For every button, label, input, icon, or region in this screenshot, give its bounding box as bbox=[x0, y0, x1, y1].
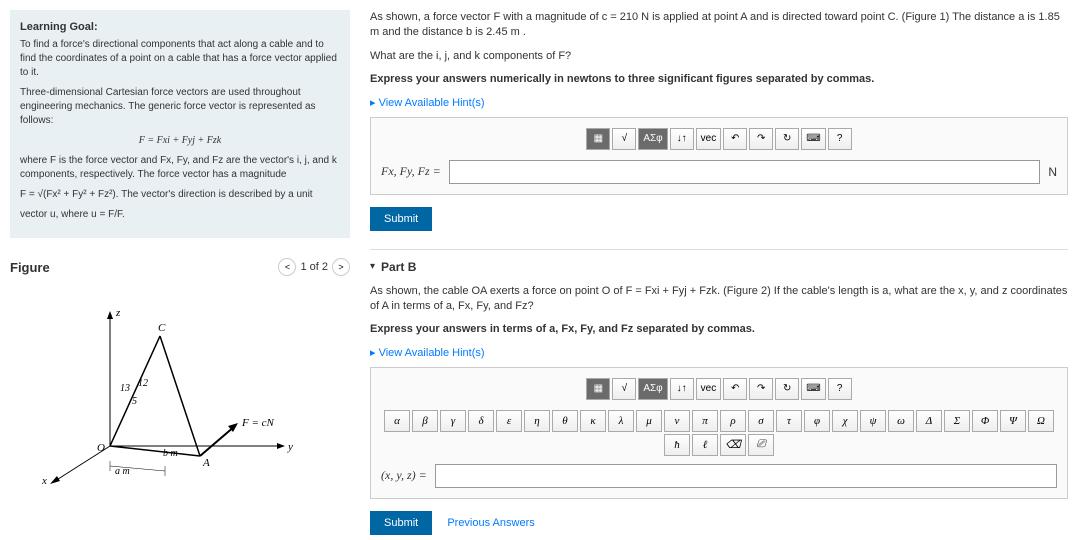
greek-btn[interactable]: λ bbox=[608, 410, 634, 432]
learning-formula-2: F = √(Fx² + Fy² + Fz²). The vector's dir… bbox=[20, 188, 340, 202]
part-a-intro: As shown, a force vector F with a magnit… bbox=[370, 10, 1068, 41]
greek-btn[interactable]: ħ bbox=[664, 434, 690, 456]
dist-12: 12 bbox=[138, 378, 148, 389]
learning-goal-title: Learning Goal: bbox=[20, 20, 340, 35]
dist-5: 5 bbox=[132, 396, 137, 407]
learning-goal-p2: Three-dimensional Cartesian force vector… bbox=[20, 86, 340, 128]
greek-btn[interactable]: μ bbox=[636, 410, 662, 432]
learning-goal-p3: where F is the force vector and Fx, Fy, … bbox=[20, 154, 340, 182]
greek-palette: α β γ δ ε η θ κ λ μ ν π ρ σ τ φ χ ψ ω Δ bbox=[381, 410, 1057, 456]
figure-prev-button[interactable]: < bbox=[278, 258, 296, 276]
greek-btn[interactable]: Ψ bbox=[1000, 410, 1026, 432]
part-b-instruct: Express your answers in terms of a, Fx, … bbox=[370, 322, 1068, 337]
part-a-unit: N bbox=[1048, 165, 1057, 179]
point-o-label: O bbox=[97, 442, 105, 454]
tb2-redo-button[interactable]: ↷ bbox=[749, 378, 773, 400]
learning-formula-1: F = Fxi + Fyj + Fzk bbox=[20, 134, 340, 148]
tb-greek-button[interactable]: ΑΣφ bbox=[638, 128, 667, 150]
tb2-sqrt-button[interactable]: √ bbox=[612, 378, 636, 400]
greek-btn[interactable]: τ bbox=[776, 410, 802, 432]
tb-help-button[interactable]: ? bbox=[828, 128, 852, 150]
force-label: F = cN bbox=[241, 417, 275, 429]
greek-btn[interactable]: β bbox=[412, 410, 438, 432]
tb-undo-button[interactable]: ↶ bbox=[723, 128, 747, 150]
learning-goal-p1: To find a force's directional components… bbox=[20, 38, 340, 80]
part-b-hint-link[interactable]: View Available Hint(s) bbox=[370, 346, 1068, 359]
greek-backspace-button[interactable]: ⌫ bbox=[720, 434, 746, 456]
part-b-input-label: (x, y, z) = bbox=[381, 468, 427, 483]
tb2-arrows-button[interactable]: ↓↑ bbox=[670, 378, 694, 400]
previous-answers-link[interactable]: Previous Answers bbox=[447, 517, 534, 529]
tb-keyboard-button[interactable]: ⌨ bbox=[801, 128, 825, 150]
point-a-label: A bbox=[202, 457, 210, 469]
tb-templates-button[interactable]: ▦ bbox=[586, 128, 610, 150]
greek-btn[interactable]: π bbox=[692, 410, 718, 432]
greek-btn[interactable]: ℓ bbox=[692, 434, 718, 456]
dist-b: b m bbox=[163, 448, 178, 459]
tb2-greek-button[interactable]: ΑΣφ bbox=[638, 378, 667, 400]
greek-btn[interactable]: Ω bbox=[1028, 410, 1054, 432]
axis-z-label: z bbox=[115, 307, 121, 319]
part-a-hint-link[interactable]: View Available Hint(s) bbox=[370, 96, 1068, 109]
greek-btn[interactable]: ω bbox=[888, 410, 914, 432]
part-b-header[interactable]: Part B bbox=[370, 249, 1068, 274]
part-b-intro: As shown, the cable OA exerts a force on… bbox=[370, 284, 1068, 315]
tb-arrows-button[interactable]: ↓↑ bbox=[670, 128, 694, 150]
tb-vec-button[interactable]: vec bbox=[696, 128, 722, 150]
part-b-title: Part B bbox=[381, 260, 416, 274]
learning-goal-panel: Learning Goal: To find a force's directi… bbox=[10, 10, 350, 238]
axis-y-label: y bbox=[287, 441, 293, 453]
figure-diagram: z y x C O A F = cN 1 bbox=[10, 286, 350, 486]
greek-btn[interactable]: ρ bbox=[720, 410, 746, 432]
greek-btn[interactable]: Φ bbox=[972, 410, 998, 432]
tb2-help-button[interactable]: ? bbox=[828, 378, 852, 400]
greek-btn[interactable]: θ bbox=[552, 410, 578, 432]
tb-sqrt-button[interactable]: √ bbox=[612, 128, 636, 150]
tb2-templates-button[interactable]: ▦ bbox=[586, 378, 610, 400]
tb2-undo-button[interactable]: ↶ bbox=[723, 378, 747, 400]
greek-btn[interactable]: Σ bbox=[944, 410, 970, 432]
tb2-keyboard-button[interactable]: ⌨ bbox=[801, 378, 825, 400]
axis-x-label: x bbox=[41, 475, 47, 486]
greek-btn[interactable]: ε bbox=[496, 410, 522, 432]
tb2-vec-button[interactable]: vec bbox=[696, 378, 722, 400]
part-a-answer-box: ▦ √ ΑΣφ ↓↑ vec ↶ ↷ ↻ ⌨ ? Fx, Fy, Fz = N bbox=[370, 117, 1068, 195]
greek-extra-button[interactable]: ⎚ bbox=[748, 434, 774, 456]
tb-reset-button[interactable]: ↻ bbox=[775, 128, 799, 150]
part-a-input-label: Fx, Fy, Fz = bbox=[381, 164, 441, 179]
greek-btn[interactable]: η bbox=[524, 410, 550, 432]
greek-btn[interactable]: α bbox=[384, 410, 410, 432]
part-a-question: What are the i, j, and k components of F… bbox=[370, 49, 1068, 64]
greek-btn[interactable]: φ bbox=[804, 410, 830, 432]
part-a-submit-button[interactable]: Submit bbox=[370, 207, 432, 231]
greek-btn[interactable]: Δ bbox=[916, 410, 942, 432]
part-b-input[interactable] bbox=[435, 464, 1057, 488]
part-a-input[interactable] bbox=[449, 160, 1041, 184]
figure-next-button[interactable]: > bbox=[332, 258, 350, 276]
part-b-submit-button[interactable]: Submit bbox=[370, 511, 432, 535]
dist-13: 13 bbox=[120, 383, 130, 394]
greek-btn[interactable]: ν bbox=[664, 410, 690, 432]
learning-goal-p4: vector u, where u = F/F. bbox=[20, 208, 340, 222]
greek-btn[interactable]: δ bbox=[468, 410, 494, 432]
part-b-answer-box: ▦ √ ΑΣφ ↓↑ vec ↶ ↷ ↻ ⌨ ? α β γ δ ε η θ κ… bbox=[370, 367, 1068, 499]
part-a-instruct: Express your answers numerically in newt… bbox=[370, 72, 1068, 87]
greek-btn[interactable]: κ bbox=[580, 410, 606, 432]
point-c-label: C bbox=[158, 322, 166, 334]
tb-redo-button[interactable]: ↷ bbox=[749, 128, 773, 150]
figure-counter: 1 of 2 bbox=[300, 261, 328, 273]
tb2-reset-button[interactable]: ↻ bbox=[775, 378, 799, 400]
greek-btn[interactable]: ψ bbox=[860, 410, 886, 432]
greek-btn[interactable]: γ bbox=[440, 410, 466, 432]
greek-btn[interactable]: χ bbox=[832, 410, 858, 432]
figure-title: Figure bbox=[10, 260, 50, 275]
greek-btn[interactable]: σ bbox=[748, 410, 774, 432]
